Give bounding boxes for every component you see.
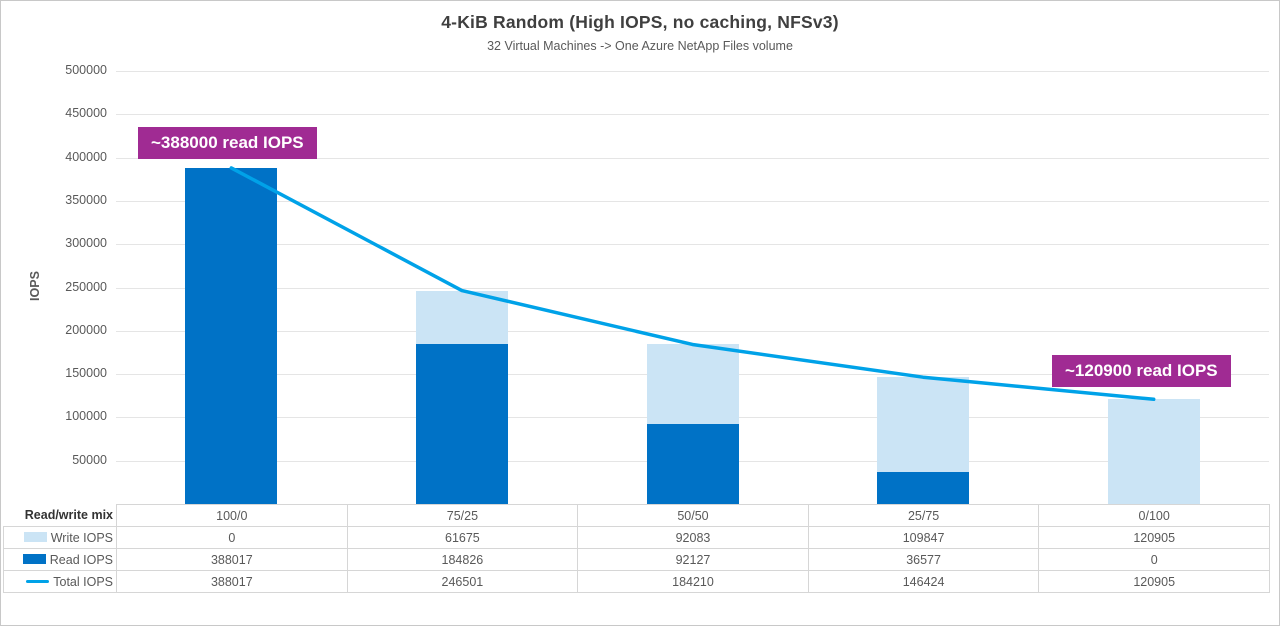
value-cell: 0 bbox=[116, 526, 348, 549]
value-cell: 36577 bbox=[807, 548, 1040, 571]
y-axis-tick-labels: 500000 450000 400000 350000 300000 250000 2000… bbox=[1, 1, 107, 625]
data-table: Read/write mix 100/0 75/25 50/50 25/75 0/100 W… bbox=[3, 504, 1270, 593]
series-name-label: Read IOPS bbox=[49, 552, 113, 567]
bar-segment-read bbox=[646, 424, 739, 504]
y-tick-label: 300000 bbox=[65, 236, 107, 251]
gridline bbox=[116, 330, 1269, 332]
category-cell: 0/100 bbox=[1038, 504, 1270, 527]
category-cell: 50/50 bbox=[577, 504, 809, 527]
value-cell: 146424 bbox=[807, 570, 1040, 593]
annotation-low-read-iops: ~120900 read IOPS bbox=[1052, 355, 1231, 387]
y-tick-label: 150000 bbox=[65, 366, 107, 381]
bar-segment-write bbox=[1107, 399, 1200, 504]
table-x-header: Read/write mix bbox=[3, 504, 117, 527]
annotation-high-read-iops: ~388000 read IOPS bbox=[138, 127, 317, 159]
y-tick-label: 400000 bbox=[65, 149, 107, 164]
bar-legend-swatch-icon bbox=[23, 532, 47, 543]
chart-title: 4-KiB Random (High IOPS, no caching, NFS… bbox=[441, 12, 839, 32]
series-legend-cell: Read IOPS bbox=[3, 548, 117, 571]
table-series-row: Write IOPS 0 61675 92083 109847 120905 bbox=[3, 526, 1270, 549]
category-cell: 75/25 bbox=[346, 504, 579, 527]
gridline bbox=[116, 287, 1269, 289]
gridline bbox=[116, 71, 1269, 72]
value-cell: 61675 bbox=[346, 526, 579, 549]
series-name-label: Total IOPS bbox=[53, 574, 113, 589]
series-legend-cell: Write IOPS bbox=[3, 526, 117, 549]
y-tick-label: 450000 bbox=[65, 106, 107, 121]
category-cell: 100/0 bbox=[116, 504, 348, 527]
value-cell: 120905 bbox=[1038, 570, 1270, 593]
line-legend-swatch-icon bbox=[26, 579, 50, 583]
plot-area bbox=[116, 71, 1269, 504]
table-series-row: Read IOPS 388017 184826 92127 36577 0 bbox=[3, 548, 1270, 571]
y-tick-label: 100000 bbox=[65, 409, 107, 424]
bar-segment-read bbox=[877, 472, 970, 504]
value-cell: 92083 bbox=[577, 526, 809, 549]
bar-segment-read bbox=[185, 167, 278, 504]
series-name-label: Write IOPS bbox=[50, 530, 113, 545]
value-cell: 92127 bbox=[577, 548, 809, 571]
total-iops-polyline bbox=[229, 166, 1156, 402]
series-legend-cell: Total IOPS bbox=[3, 570, 117, 593]
bar-segment-write bbox=[646, 344, 739, 425]
gridline bbox=[116, 157, 1269, 159]
value-cell: 109847 bbox=[807, 526, 1040, 549]
y-tick-label: 250000 bbox=[65, 279, 107, 294]
table-category-row: Read/write mix 100/0 75/25 50/50 25/75 0/100 bbox=[3, 504, 1270, 527]
value-cell: 184826 bbox=[346, 548, 579, 571]
y-tick-label: 200000 bbox=[65, 322, 107, 337]
value-cell: 0 bbox=[1038, 548, 1270, 571]
gridline bbox=[116, 244, 1269, 246]
table-series-row: Total IOPS 388017 246501 184210 146424 120905 bbox=[3, 570, 1270, 593]
total-iops-line bbox=[229, 166, 1156, 402]
chart-subtitle: 32 Virtual Machines -> One Azure NetApp … bbox=[487, 39, 793, 53]
value-cell: 120905 bbox=[1038, 526, 1270, 549]
value-cell: 388017 bbox=[116, 548, 348, 571]
bar-segment-read bbox=[415, 343, 508, 504]
y-tick-label: 50000 bbox=[72, 452, 107, 467]
bar-segment-write bbox=[877, 377, 970, 473]
y-tick-label: 350000 bbox=[65, 192, 107, 207]
value-cell: 184210 bbox=[577, 570, 809, 593]
value-cell: 388017 bbox=[116, 570, 348, 593]
value-cell: 246501 bbox=[346, 570, 579, 593]
bar-legend-swatch-icon bbox=[22, 554, 46, 565]
y-tick-label: 500000 bbox=[65, 63, 107, 77]
gridline bbox=[116, 114, 1269, 116]
gridline bbox=[116, 200, 1269, 202]
category-cell: 25/75 bbox=[807, 504, 1040, 527]
